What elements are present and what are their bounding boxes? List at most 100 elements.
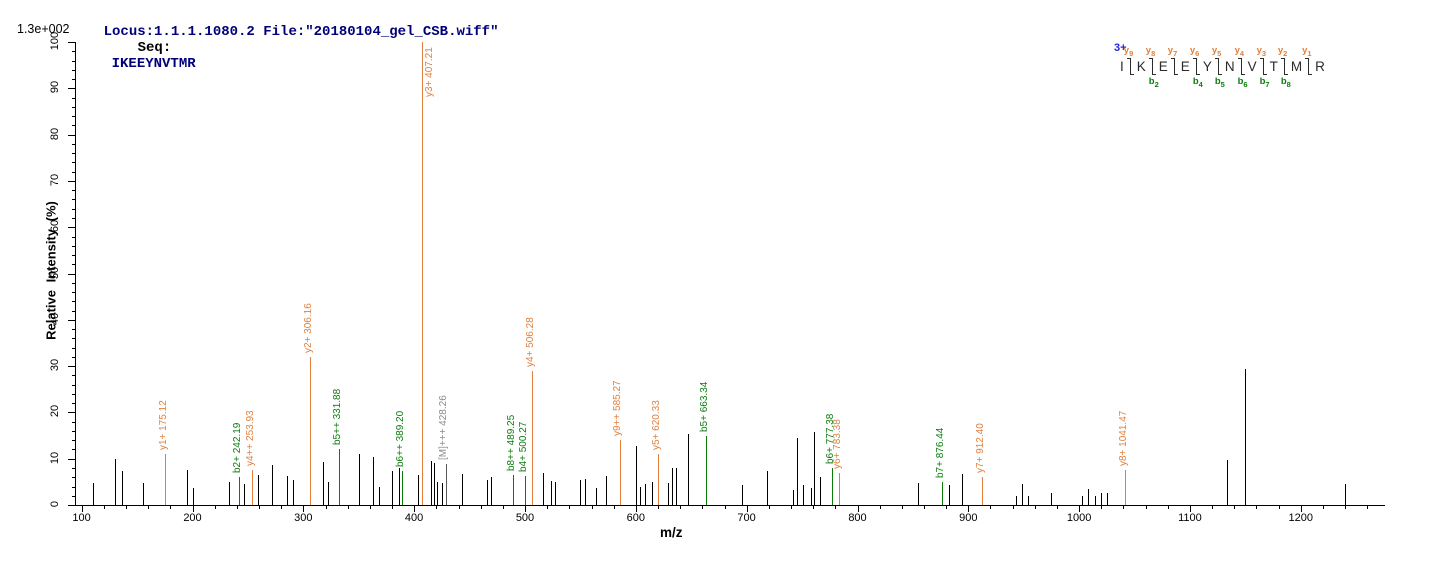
x-axis-tick: [901, 506, 903, 509]
b-ion-label: b7: [1259, 76, 1270, 89]
x-axis-tick: [1278, 506, 1280, 509]
y-axis-tick: [68, 227, 75, 229]
spectrum-peak: [1082, 495, 1084, 505]
peak-label: y6+ 783.38: [832, 418, 844, 469]
spectrum-peak: [487, 479, 489, 505]
spectrum-peak: [1015, 495, 1017, 505]
y-tick-label: 90: [49, 81, 61, 94]
y-tick-label: 80: [49, 127, 61, 140]
x-axis-tick: [857, 506, 859, 512]
x-axis-tick: [1123, 506, 1125, 509]
y-axis-tick: [72, 468, 75, 469]
spectrum-peak: [1101, 493, 1103, 505]
seq-label: Seq:: [137, 40, 172, 56]
spectrum-peak: [595, 488, 597, 505]
labeled-peak: [706, 435, 707, 505]
x-axis-tick: [214, 506, 216, 509]
y-axis-tick: [72, 171, 75, 173]
x-axis-tick: [458, 506, 460, 509]
labeled-peak: [658, 454, 660, 505]
b-ion-label: b5: [1214, 76, 1225, 89]
y-axis-tick: [72, 301, 75, 303]
y-axis-tick: [72, 347, 75, 349]
spectrum-peak: [327, 481, 329, 505]
x-axis-tick: [591, 506, 593, 509]
x-axis-tick: [1056, 506, 1058, 509]
spectrum-peak: [257, 474, 259, 505]
peak-label: b2+ 242.19: [232, 422, 244, 474]
y-tick-label: 50: [49, 266, 61, 279]
spectrum-peak: [644, 484, 646, 505]
y-axis-tick: [72, 236, 75, 238]
y-axis-tick: [72, 329, 75, 331]
spectrum-peak: [550, 480, 552, 505]
spectrum-peak: [192, 488, 194, 505]
y-axis-tick: [68, 42, 75, 43]
y-axis-tick: [72, 125, 75, 127]
y-axis-tick: [72, 421, 75, 423]
y-tick-label: 30: [49, 358, 61, 372]
x-tick-label: 700: [737, 512, 756, 524]
y-axis-tick: [72, 440, 75, 442]
x-axis-tick: [236, 506, 238, 509]
y-axis-tick: [72, 190, 75, 192]
labeled-peak: [619, 440, 621, 505]
y-axis-tick: [68, 134, 75, 136]
x-axis-tick: [990, 506, 992, 509]
x-tick-label: 1200: [1288, 512, 1314, 524]
spectrum-peak: [358, 454, 360, 505]
spectrum-peak: [1226, 460, 1228, 505]
labeled-peak: [310, 356, 312, 505]
peak-label: y9++ 585.27: [612, 380, 624, 437]
x-axis-tick: [746, 506, 748, 512]
y-axis-tick: [72, 97, 75, 99]
x-axis-tick: [946, 506, 948, 509]
y-axis-tick: [68, 88, 75, 90]
x-axis-tick: [1145, 506, 1147, 509]
y-axis-tick: [72, 116, 75, 118]
x-axis-tick: [835, 506, 837, 509]
x-axis-tick: [1012, 506, 1014, 509]
spectrum-peak: [580, 480, 582, 505]
y-axis-tick: [72, 495, 75, 497]
spectrum-peak: [490, 477, 492, 505]
spectrum-peak: [378, 486, 380, 505]
y-axis-tick: [72, 356, 75, 358]
spectrum-peak: [584, 479, 586, 505]
spectrum-peak: [687, 434, 689, 505]
x-axis-tick: [259, 506, 260, 509]
b-ion-label: b4: [1192, 76, 1203, 89]
x-axis-tick: [1322, 506, 1324, 509]
spectrum-peak: [1345, 484, 1347, 505]
x-axis-tick: [502, 506, 504, 509]
spectrum-peak: [323, 461, 325, 505]
x-axis-tick: [702, 506, 704, 509]
x-axis-tick: [303, 506, 305, 512]
y-ion-label: y9: [1123, 45, 1134, 58]
x-axis-tick: [680, 506, 682, 509]
x-tick-label: 200: [183, 512, 202, 524]
y-ion-label: y8: [1145, 45, 1156, 58]
x-axis-tick: [1212, 506, 1214, 509]
residue-letter: K: [1136, 59, 1146, 74]
spectrum-peak: [1028, 495, 1030, 505]
spectrum-peak: [793, 490, 795, 505]
y-ion-label: y1: [1302, 45, 1312, 58]
spectrum-peak: [186, 469, 188, 505]
locus-file-text: Locus:1.1.1.1080.2 File:"20180104_gel_CS…: [103, 24, 499, 40]
b-ion-label: b8: [1280, 76, 1291, 89]
x-axis-tick: [325, 506, 327, 509]
x-tick-label: 600: [626, 512, 645, 524]
fragment-divider: y7: [1168, 45, 1179, 75]
x-axis-tick: [1300, 506, 1302, 512]
residue-letter: V: [1247, 59, 1257, 74]
y-axis-tick: [72, 255, 75, 256]
spectrum-peak: [398, 468, 400, 505]
y-ion-label: y4: [1234, 45, 1245, 58]
peak-label: y2+ 306.16: [303, 303, 315, 353]
peak-label: b6++ 389.20: [395, 411, 407, 468]
labeled-peak: [942, 481, 944, 505]
residue-letter: M: [1290, 59, 1303, 74]
